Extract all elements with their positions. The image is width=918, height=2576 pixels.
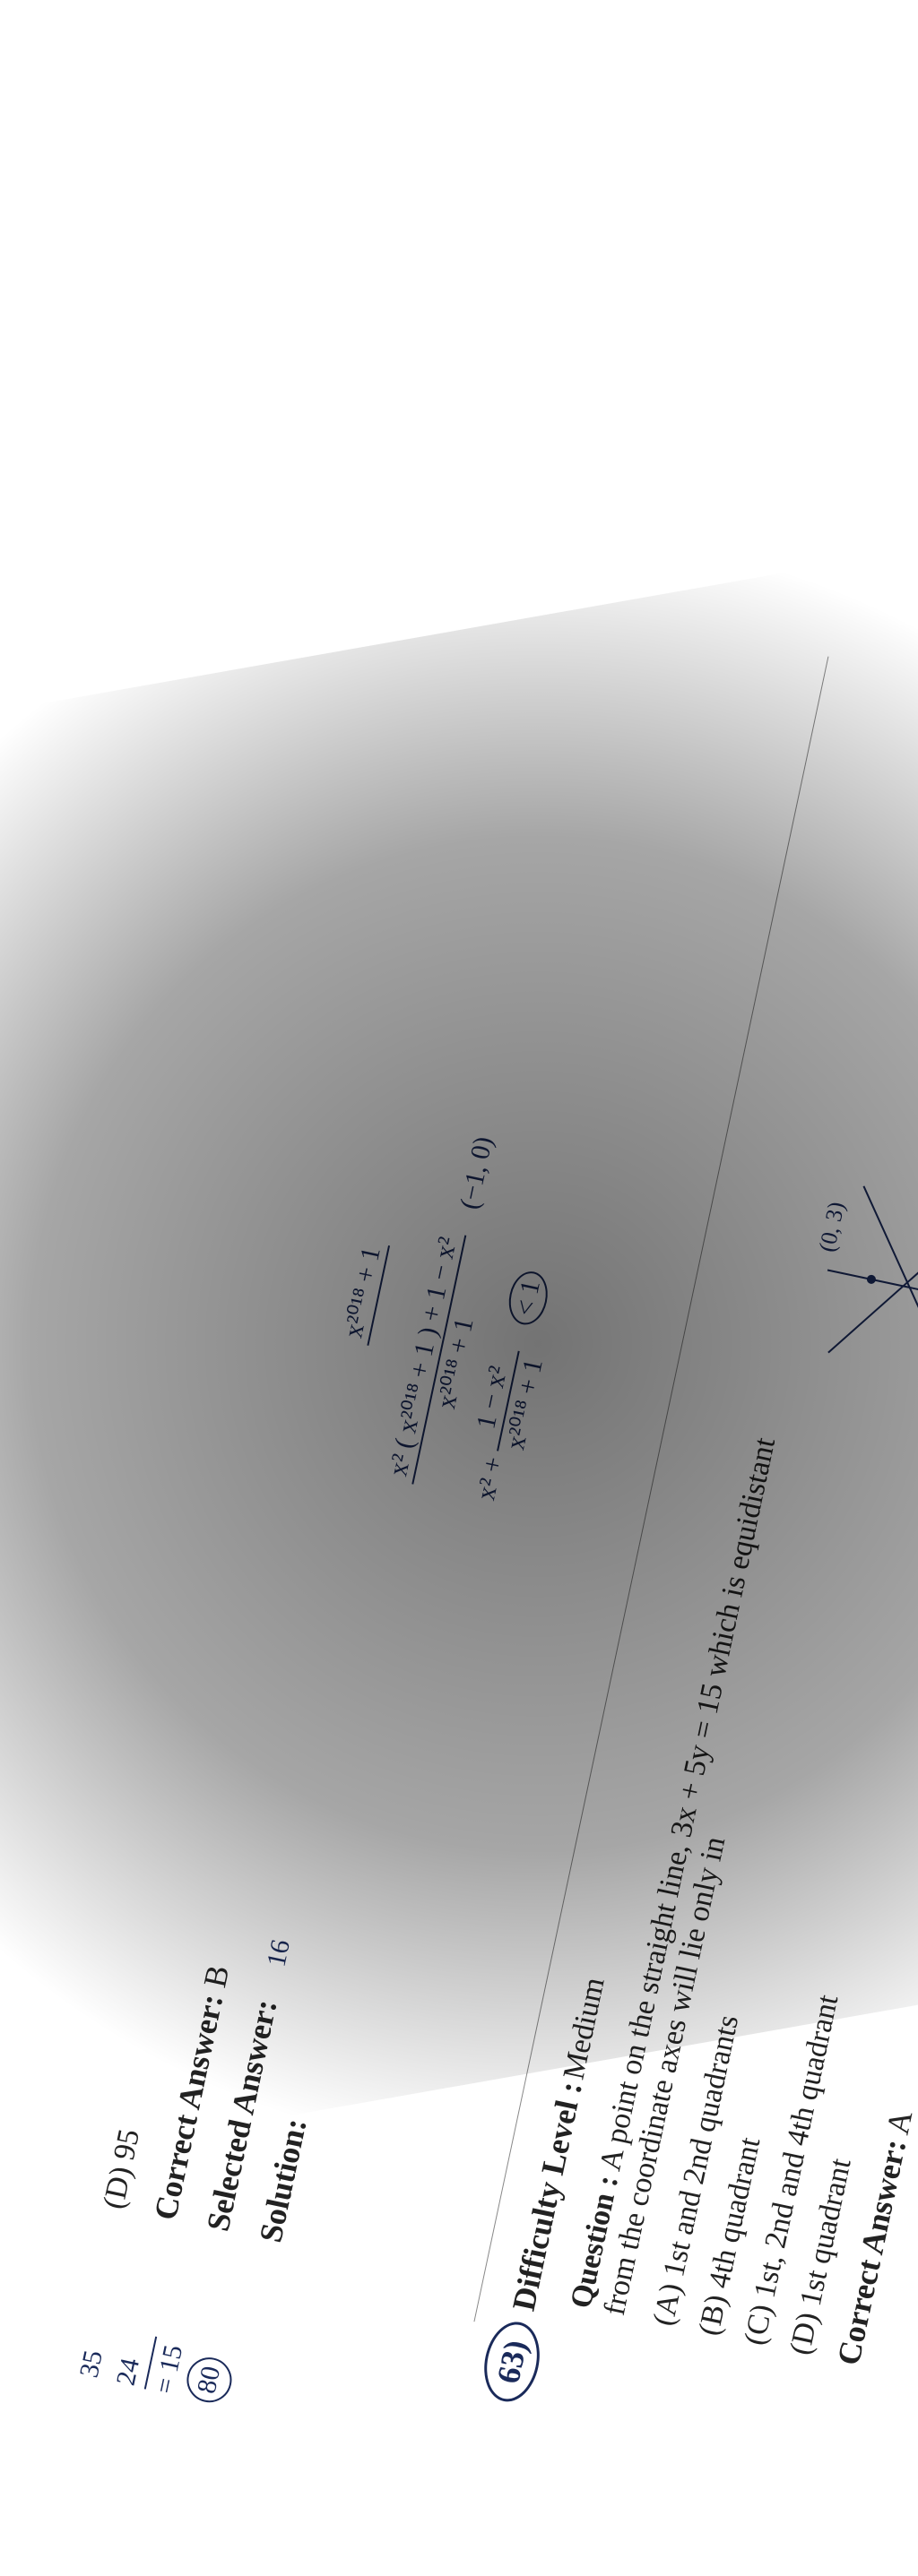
correct-answer-bottom-value: A bbox=[879, 2107, 918, 2138]
prev-option-d: (D) 95 bbox=[97, 2126, 146, 2211]
correct-answer-value: B bbox=[196, 1962, 236, 1991]
math-l3-lhs: x² + bbox=[471, 1454, 508, 1503]
hand-solution-top: 16 bbox=[261, 1937, 296, 1969]
math-l3-point: (−1, 0) bbox=[455, 1134, 498, 1212]
difficulty-value: Medium bbox=[558, 1975, 611, 2082]
handnote-line4: 80 bbox=[183, 2354, 236, 2407]
question-number: 63) bbox=[477, 2317, 546, 2408]
solution-label: Solution: bbox=[252, 2115, 313, 2245]
math-l3-note: < 1 bbox=[505, 1268, 552, 1328]
